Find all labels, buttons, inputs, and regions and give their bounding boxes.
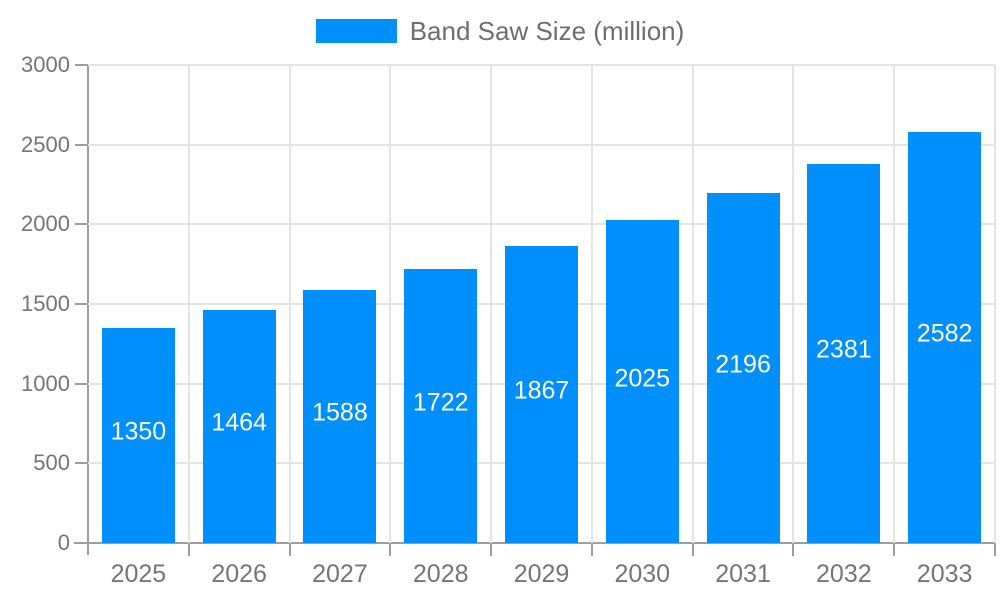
x-tick-label: 2027: [312, 560, 368, 588]
y-tick-mark: [75, 303, 88, 305]
v-gridline: [288, 65, 291, 543]
y-tick-label: 2000: [21, 211, 70, 237]
bar-value-label: 2025: [614, 364, 671, 393]
x-tick-mark: [691, 543, 694, 556]
bar-value-label: 1464: [211, 408, 267, 437]
x-tick-mark: [590, 543, 593, 556]
x-tick-mark: [389, 543, 392, 556]
bar-2029[interactable]: 1867: [505, 245, 578, 543]
v-gridline: [490, 65, 493, 543]
y-tick-mark: [75, 64, 88, 66]
x-tick-label: 2029: [513, 560, 570, 588]
legend-item-band-saw-size[interactable]: Band Saw Size (million): [0, 16, 1000, 46]
h-gridline: [88, 64, 995, 66]
bar-value-label: 2582: [916, 319, 973, 348]
x-tick-mark: [288, 543, 291, 556]
v-gridline: [691, 65, 694, 543]
x-tick-mark: [187, 543, 190, 556]
v-gridline: [590, 65, 593, 543]
y-tick-mark: [75, 223, 88, 226]
bar-2028[interactable]: 1722: [404, 268, 478, 543]
v-gridline: [792, 65, 795, 543]
y-tick-mark: [75, 143, 88, 146]
x-tick-label: 2030: [614, 560, 671, 588]
x-tick-label: 2031: [715, 560, 771, 588]
x-tick-mark: [893, 543, 896, 556]
v-gridline: [893, 65, 896, 543]
y-tick-label: 500: [33, 450, 70, 476]
x-tick-mark: [490, 543, 493, 556]
bar-value-label: 1867: [513, 376, 570, 405]
bar-value-label: 2381: [816, 335, 872, 364]
h-gridline: [88, 223, 995, 226]
bar-2030[interactable]: 2025: [605, 220, 679, 543]
y-tick-label: 2500: [21, 131, 70, 157]
bar-2026[interactable]: 1464: [202, 309, 276, 543]
legend-swatch-icon: [315, 19, 397, 43]
bar-2032[interactable]: 2381: [807, 163, 881, 543]
x-tick-mark: [994, 543, 996, 556]
bar-value-label: 1722: [412, 388, 469, 417]
bar-value-label: 1588: [312, 398, 368, 427]
y-tick-label: 1000: [21, 370, 70, 396]
bar-2025[interactable]: 1350: [101, 327, 175, 543]
v-gridline: [389, 65, 392, 543]
bar-2033[interactable]: 2582: [908, 131, 982, 543]
h-gridline: [88, 143, 995, 146]
x-tick-mark: [792, 543, 795, 556]
x-axis-line: [74, 542, 996, 544]
bar-2031[interactable]: 2196: [706, 193, 780, 543]
v-gridline: [187, 65, 190, 543]
x-tick-label: 2025: [110, 560, 167, 588]
x-tick-label: 2032: [816, 560, 872, 588]
y-axis-line: [87, 65, 89, 555]
legend-label: Band Saw Size (million): [409, 16, 685, 46]
bar-value-label: 2196: [715, 350, 771, 379]
y-tick-label: 3000: [21, 52, 70, 77]
bar-value-label: 1350: [110, 417, 167, 446]
y-tick-label: 0: [57, 530, 70, 555]
bar-2027[interactable]: 1588: [303, 289, 377, 543]
y-tick-mark: [75, 382, 88, 385]
v-gridline: [994, 65, 996, 543]
plot-area: 1350 1464 1588 1722 1867 2025 2196 2381 2582: [88, 64, 996, 543]
y-tick-label: 1500: [21, 291, 70, 316]
x-tick-label: 2026: [211, 560, 267, 588]
x-tick-label: 2033: [916, 560, 973, 588]
x-tick-label: 2028: [412, 560, 469, 588]
y-tick-mark: [75, 462, 88, 465]
